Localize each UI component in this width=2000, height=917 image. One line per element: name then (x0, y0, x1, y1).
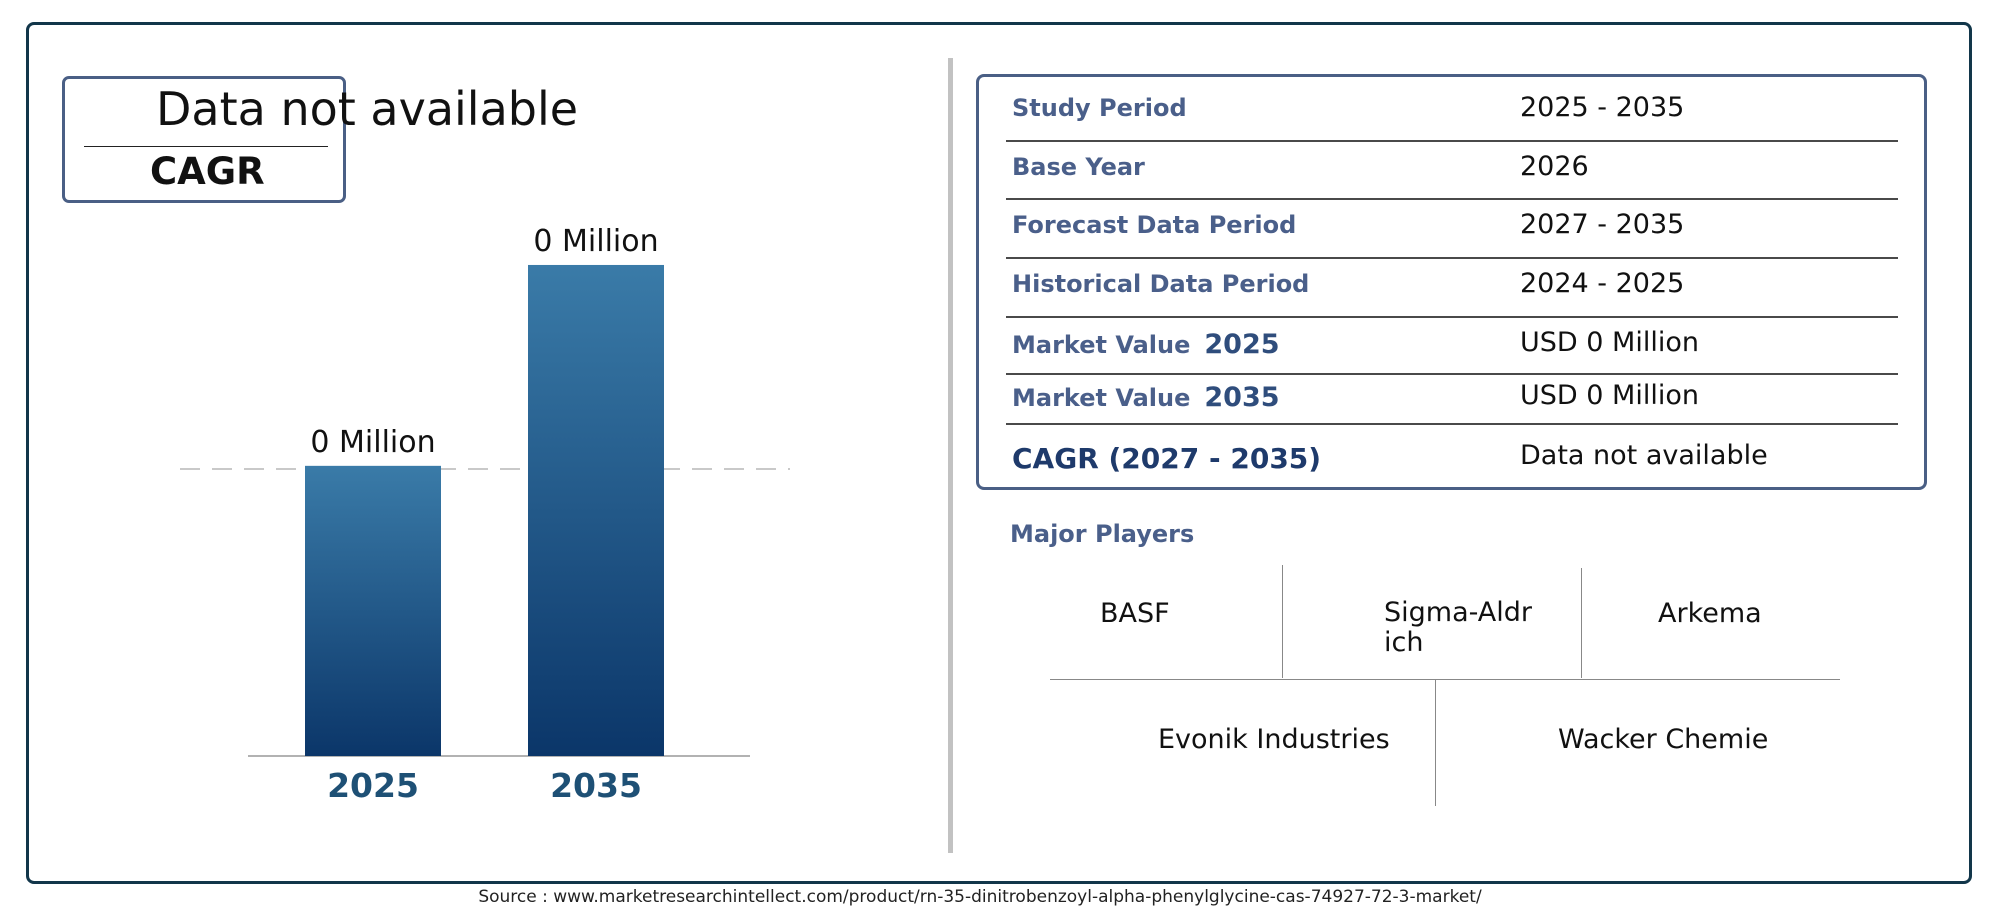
info-table (976, 74, 1927, 490)
player-evonik: Evonik Industries (1158, 724, 1390, 755)
category-label: 2025 (327, 766, 419, 805)
info-key: Study Period (1012, 94, 1187, 122)
players-divider (1435, 680, 1436, 806)
info-key: Base Year (1012, 153, 1145, 181)
section-divider (948, 58, 953, 853)
info-value: USD 0 Million (1520, 327, 1699, 358)
market-bar-chart: 0 Million 2025 0 Million 2035 (180, 224, 790, 805)
cagr-value: Data not available (156, 82, 579, 136)
info-key: Historical Data Period (1012, 270, 1310, 298)
row-divider (1006, 140, 1898, 142)
player-basf: BASF (1100, 598, 1170, 629)
players-title: Major Players (1010, 520, 1195, 548)
info-value: USD 0 Million (1520, 380, 1699, 411)
cagr-badge (62, 76, 346, 203)
source-note: Source : www.marketresearchintellect.com… (478, 887, 1482, 907)
bar-2035 (528, 264, 664, 756)
players-divider (1050, 679, 1840, 680)
bar-value-label: 0 Million (533, 224, 658, 259)
info-key-year: 2025 (1204, 329, 1280, 360)
players-divider (1581, 568, 1582, 678)
info-key: Market Value 2025 (1012, 329, 1280, 360)
info-value: 2024 - 2025 (1520, 268, 1685, 299)
player-sigma-aldrich: Sigma-Aldrich (1384, 597, 1532, 658)
info-key-year: 2035 (1204, 382, 1280, 413)
row-divider (1006, 198, 1898, 200)
row-divider (1006, 257, 1898, 259)
row-divider (1006, 423, 1898, 425)
player-arkema: Arkema (1658, 598, 1762, 629)
players-divider (1282, 565, 1283, 678)
info-key: Forecast Data Period (1012, 211, 1297, 239)
bar-2025 (305, 465, 441, 756)
player-wacker: Wacker Chemie (1558, 724, 1769, 755)
info-value: 2026 (1520, 151, 1589, 182)
info-value: 2025 - 2035 (1520, 92, 1685, 123)
row-divider (1006, 373, 1898, 375)
row-divider (1006, 316, 1898, 318)
info-value: Data not available (1520, 440, 1768, 471)
info-key: Market Value 2035 (1012, 382, 1280, 413)
bar-value-label: 0 Million (310, 425, 435, 460)
cagr-rule (84, 146, 328, 147)
info-key: CAGR (2027 - 2035) (1012, 442, 1322, 475)
category-label: 2035 (550, 766, 642, 805)
cagr-label: CAGR (150, 150, 265, 193)
info-value: 2027 - 2035 (1520, 209, 1685, 240)
